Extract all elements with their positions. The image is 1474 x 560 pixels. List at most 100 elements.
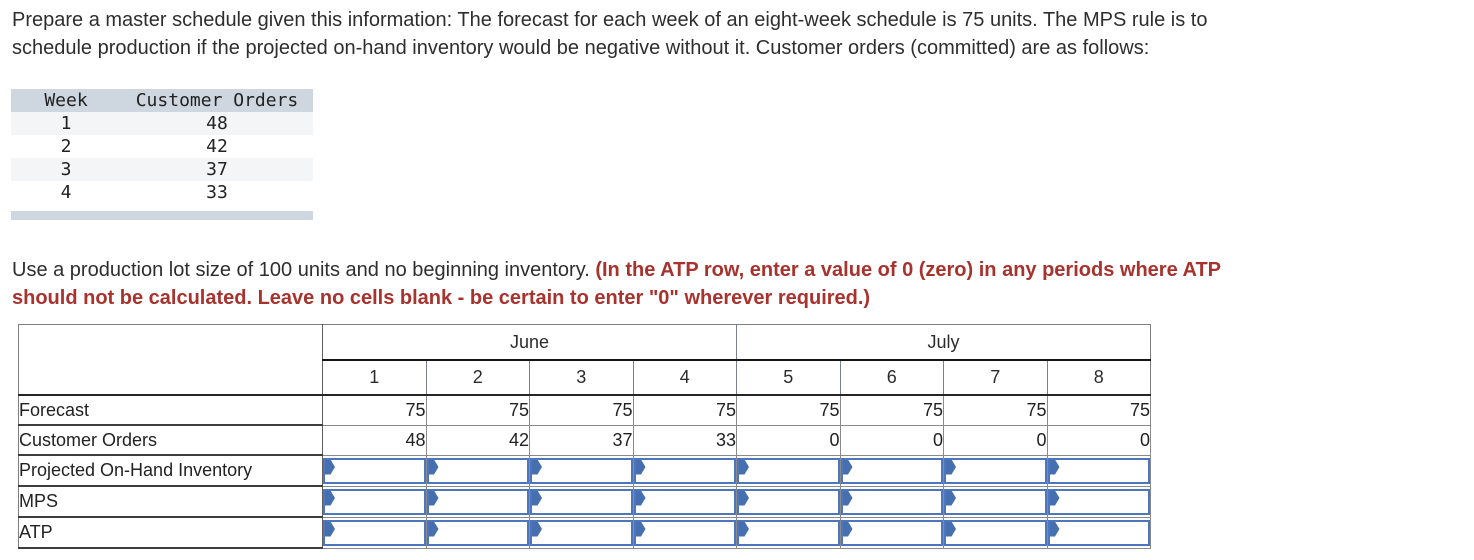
orders-table-body: 1 48 2 42 3 37 4 33 <box>11 112 313 204</box>
orders-table-row: 4 33 <box>11 181 313 204</box>
month-header-row: June July <box>18 324 1151 396</box>
orders-table-row: 1 48 <box>11 112 313 135</box>
schedule-input[interactable] <box>635 490 734 513</box>
schedule-input[interactable] <box>635 459 734 482</box>
schedule-input-cell <box>736 485 841 518</box>
schedule-input[interactable] <box>1049 490 1148 513</box>
input-box <box>633 488 736 515</box>
orders-value-cell: 42 <box>206 136 228 157</box>
schedule-row: Customer Orders 48 42 37 33 0 0 0 0 <box>18 424 1151 456</box>
schedule-input-cell <box>425 485 530 518</box>
input-box <box>1047 519 1150 546</box>
schedule-input-cell <box>1046 516 1151 549</box>
orders-table-row: 3 37 <box>11 158 313 181</box>
input-box <box>323 519 426 546</box>
schedule-input-cell <box>736 516 841 549</box>
input-box <box>530 457 633 484</box>
input-box <box>426 519 529 546</box>
schedule-input-cell <box>322 516 427 549</box>
week-header-8: 8 <box>1046 360 1151 396</box>
schedule-input[interactable] <box>739 521 838 544</box>
schedule-input[interactable] <box>739 490 838 513</box>
schedule-input[interactable] <box>842 490 941 513</box>
atp-instruction-line2: should not be calculated. Leave no cells… <box>12 287 871 309</box>
schedule-input[interactable] <box>325 459 424 482</box>
orders-header-customer-orders: Customer Orders <box>135 90 299 111</box>
schedule-input[interactable] <box>842 521 941 544</box>
input-box <box>633 519 736 546</box>
schedule-input-cell <box>943 485 1048 518</box>
schedule-input[interactable] <box>325 521 424 544</box>
orders-week-cell: 1 <box>60 113 72 134</box>
week-header-2: 2 <box>425 360 530 396</box>
schedule-input[interactable] <box>946 521 1045 544</box>
input-box <box>530 488 633 515</box>
orders-week-cell: 4 <box>60 182 72 203</box>
input-box <box>840 457 943 484</box>
schedule-input[interactable] <box>325 490 424 513</box>
schedule-input-cell <box>839 485 944 518</box>
schedule-input[interactable] <box>428 490 527 513</box>
input-box <box>840 519 943 546</box>
schedule-value-cell: 75 <box>736 394 841 426</box>
schedule-input[interactable] <box>1049 459 1148 482</box>
input-box <box>426 488 529 515</box>
schedule-input[interactable] <box>428 459 527 482</box>
schedule-input[interactable] <box>946 459 1045 482</box>
schedule-value-cell: 75 <box>322 394 427 426</box>
schedule-value-cell: 33 <box>632 424 737 456</box>
week-header-7: 7 <box>943 360 1048 396</box>
schedule-row: Forecast 75 75 75 75 75 75 75 75 <box>18 394 1151 426</box>
schedule-value-cell: 0 <box>736 424 841 456</box>
input-box <box>737 457 840 484</box>
schedule-value-cell: 0 <box>839 424 944 456</box>
schedule-value-cell: 42 <box>425 424 530 456</box>
schedule-row: ATP <box>18 516 1151 549</box>
schedule-input-cell <box>632 516 737 549</box>
input-box <box>737 519 840 546</box>
schedule-input[interactable] <box>739 459 838 482</box>
orders-value-cell: 33 <box>206 182 228 203</box>
schedule-input-cell <box>322 454 427 487</box>
instruction-normal: Use a production lot size of 100 units a… <box>12 259 596 281</box>
customer-orders-table: Week Customer Orders 1 48 2 42 3 37 4 33 <box>11 89 313 220</box>
schedule-input[interactable] <box>532 521 631 544</box>
schedule-input-cell <box>839 516 944 549</box>
month-header-july: July <box>736 324 1151 361</box>
schedule-input-cell <box>632 454 737 487</box>
input-box <box>737 488 840 515</box>
orders-header-week: Week <box>44 90 88 111</box>
schedule-input[interactable] <box>946 490 1045 513</box>
schedule-input[interactable] <box>1049 521 1148 544</box>
schedule-input[interactable] <box>532 490 631 513</box>
input-box <box>426 457 529 484</box>
schedule-input-cell <box>425 516 530 549</box>
input-box <box>323 488 426 515</box>
lot-size-instruction: Use a production lot size of 100 units a… <box>12 256 1467 312</box>
schedule-value-cell: 75 <box>632 394 737 426</box>
schedule-input[interactable] <box>635 521 734 544</box>
schedule-value-cell: 48 <box>322 424 427 456</box>
schedule-input[interactable] <box>428 521 527 544</box>
schedule-input-cell <box>425 454 530 487</box>
week-header-4: 4 <box>632 360 737 396</box>
orders-table-header: Week Customer Orders <box>11 89 313 112</box>
schedule-value-cell: 75 <box>839 394 944 426</box>
schedule-input-cell <box>529 485 634 518</box>
schedule-input[interactable] <box>842 459 941 482</box>
month-header-june: June <box>322 324 737 361</box>
input-box <box>1047 457 1150 484</box>
orders-value-cell: 37 <box>206 159 228 180</box>
schedule-input[interactable] <box>532 459 631 482</box>
row-label: Projected On-Hand Inventory <box>18 454 323 487</box>
input-box <box>323 457 426 484</box>
schedule-value-cell: 75 <box>1046 394 1151 426</box>
schedule-input-cell <box>632 485 737 518</box>
problem-statement-line2: schedule production if the projected on-… <box>12 37 1150 59</box>
schedule-value-cell: 0 <box>1046 424 1151 456</box>
orders-week-cell: 3 <box>60 159 72 180</box>
schedule-value-cell: 37 <box>529 424 634 456</box>
week-header-1: 1 <box>322 360 427 396</box>
row-label: MPS <box>18 485 323 518</box>
